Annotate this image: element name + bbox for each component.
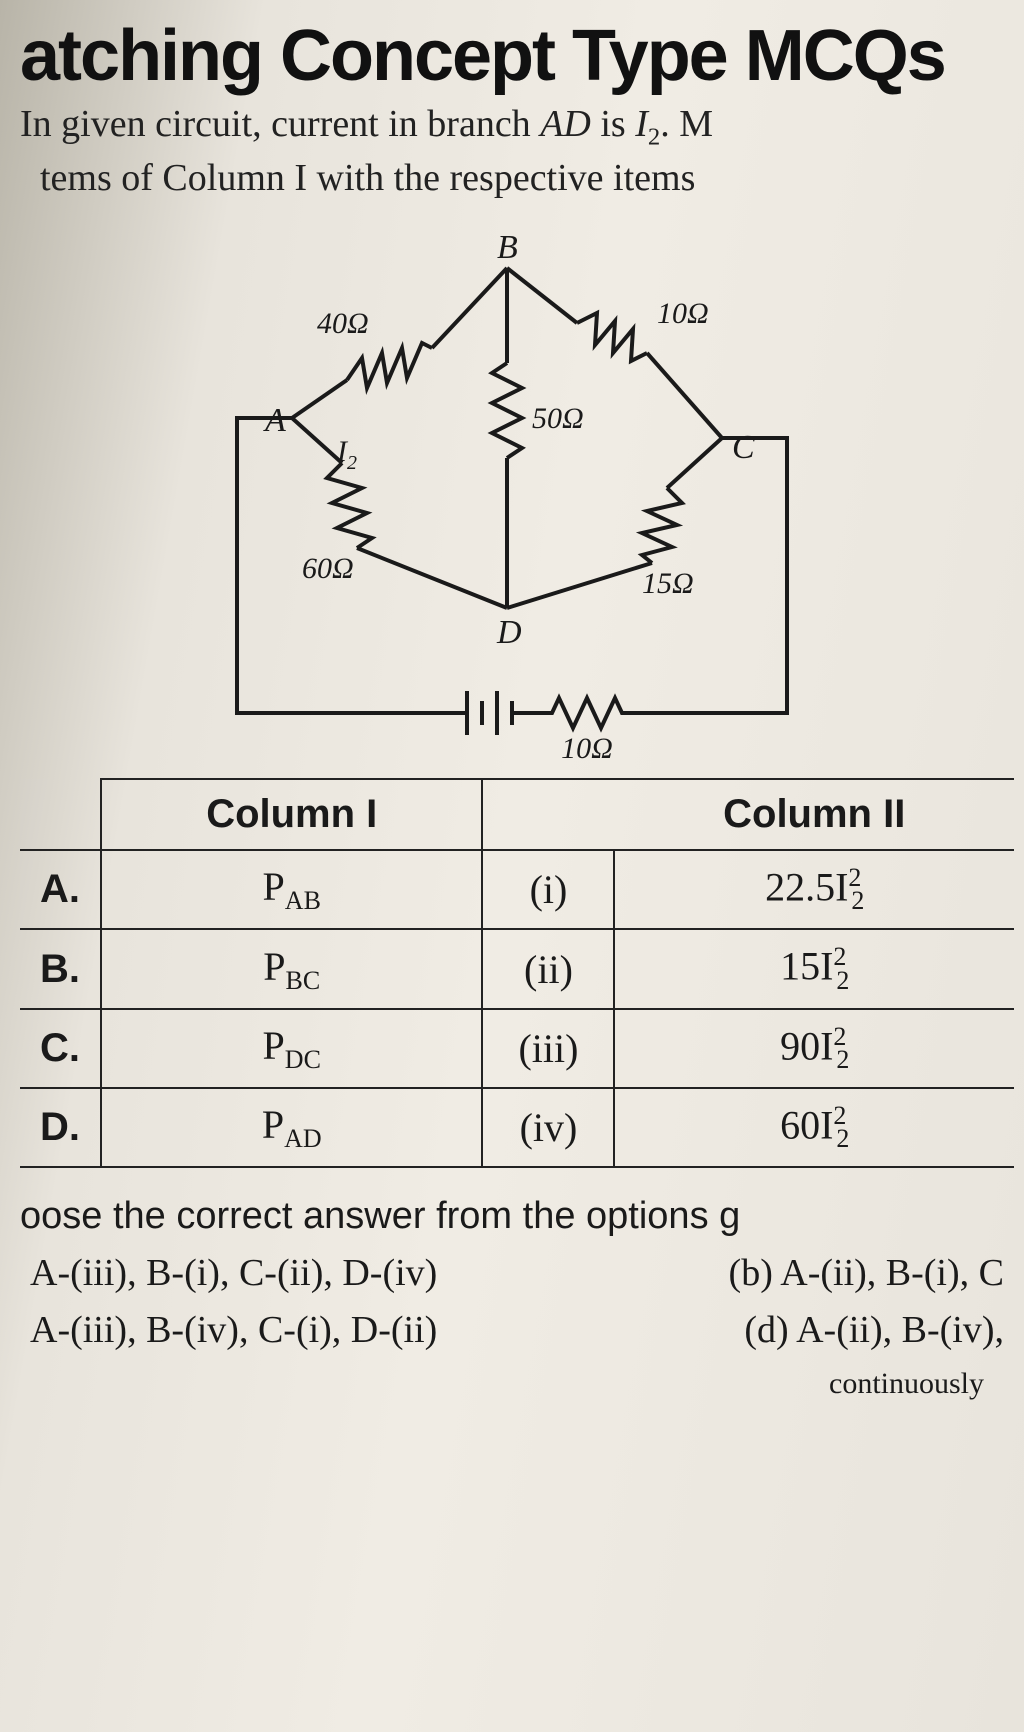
resistor-ab [292, 268, 507, 418]
label-bd: 50Ω [532, 402, 584, 435]
bottom-fragment: continuously [20, 1367, 1014, 1401]
option-b[interactable]: (b) A-(ii), B-(i), C [729, 1245, 1004, 1302]
cell-rhs: 15I22 [614, 929, 1014, 1008]
cell-rhs: 22.5I22 [614, 850, 1014, 929]
stem-line-2: tems of Column I with the respective ite… [20, 154, 1014, 203]
row-label: A. [20, 850, 101, 929]
row-label: D. [20, 1088, 101, 1167]
answer-options: oose the correct answer from the options… [20, 1188, 1014, 1359]
page: atching Concept Type MCQs In given circu… [0, 0, 1024, 1732]
option-a[interactable]: A-(iii), B-(i), C-(ii), D-(iv) [30, 1245, 437, 1302]
cell-enum: (iii) [482, 1009, 614, 1088]
match-table: Column I Column II A. PAB (i) 22.5I22 B.… [20, 778, 1014, 1168]
col1-header: Column I [101, 779, 482, 850]
stem-i: I [635, 103, 648, 145]
table-row: D. PAD (iv) 60I22 [20, 1088, 1014, 1167]
option-d[interactable]: (d) A-(ii), B-(iv), [744, 1302, 1004, 1359]
table-row: A. PAB (i) 22.5I22 [20, 850, 1014, 929]
stem-part-2: is [591, 103, 635, 145]
label-bc: 10Ω [657, 297, 709, 330]
stem-branch: AD [540, 103, 591, 145]
label-ad: 60Ω [302, 552, 354, 585]
table-row: B. PBC (ii) 15I22 [20, 929, 1014, 1008]
page-title: atching Concept Type MCQs [20, 20, 1014, 92]
label-cd: 15Ω [642, 567, 694, 600]
option-c[interactable]: A-(iii), B-(iv), C-(i), D-(ii) [30, 1302, 437, 1359]
circuit-svg: 10Ω 40Ω 10Ω [197, 213, 837, 773]
cell-lhs: PDC [101, 1009, 482, 1088]
cell-rhs: 90I22 [614, 1009, 1014, 1088]
row-label: C. [20, 1009, 101, 1088]
label-ext: 10Ω [561, 732, 613, 765]
stem-part-1: In given circuit, current in branch [20, 103, 540, 145]
battery-icon [447, 691, 542, 735]
node-c: C [732, 429, 755, 466]
table-header-row: Column I Column II [20, 779, 1014, 850]
cell-enum: (iv) [482, 1088, 614, 1167]
question-stem: In given circuit, current in branch AD i… [20, 100, 1014, 203]
cell-enum: (ii) [482, 929, 614, 1008]
col2-enum-spacer [482, 779, 614, 850]
row-label: B. [20, 929, 101, 1008]
stem-part-3: . M [660, 103, 713, 145]
resistor-external [542, 698, 627, 728]
cell-lhs: PAB [101, 850, 482, 929]
node-b: B [497, 229, 518, 266]
node-a: A [263, 402, 286, 439]
cell-lhs: PAD [101, 1088, 482, 1167]
options-prompt: oose the correct answer from the options… [20, 1188, 1014, 1245]
label-ab: 40Ω [317, 307, 369, 340]
cell-enum: (i) [482, 850, 614, 929]
col2-header: Column II [614, 779, 1014, 850]
resistor-bd [492, 268, 522, 608]
node-d: D [496, 614, 522, 651]
cell-rhs: 60I22 [614, 1088, 1014, 1167]
cell-lhs: PBC [101, 929, 482, 1008]
circuit-diagram: 10Ω 40Ω 10Ω [197, 213, 837, 778]
table-row: C. PDC (iii) 90I22 [20, 1009, 1014, 1088]
stem-i-sub: 2 [648, 124, 660, 151]
